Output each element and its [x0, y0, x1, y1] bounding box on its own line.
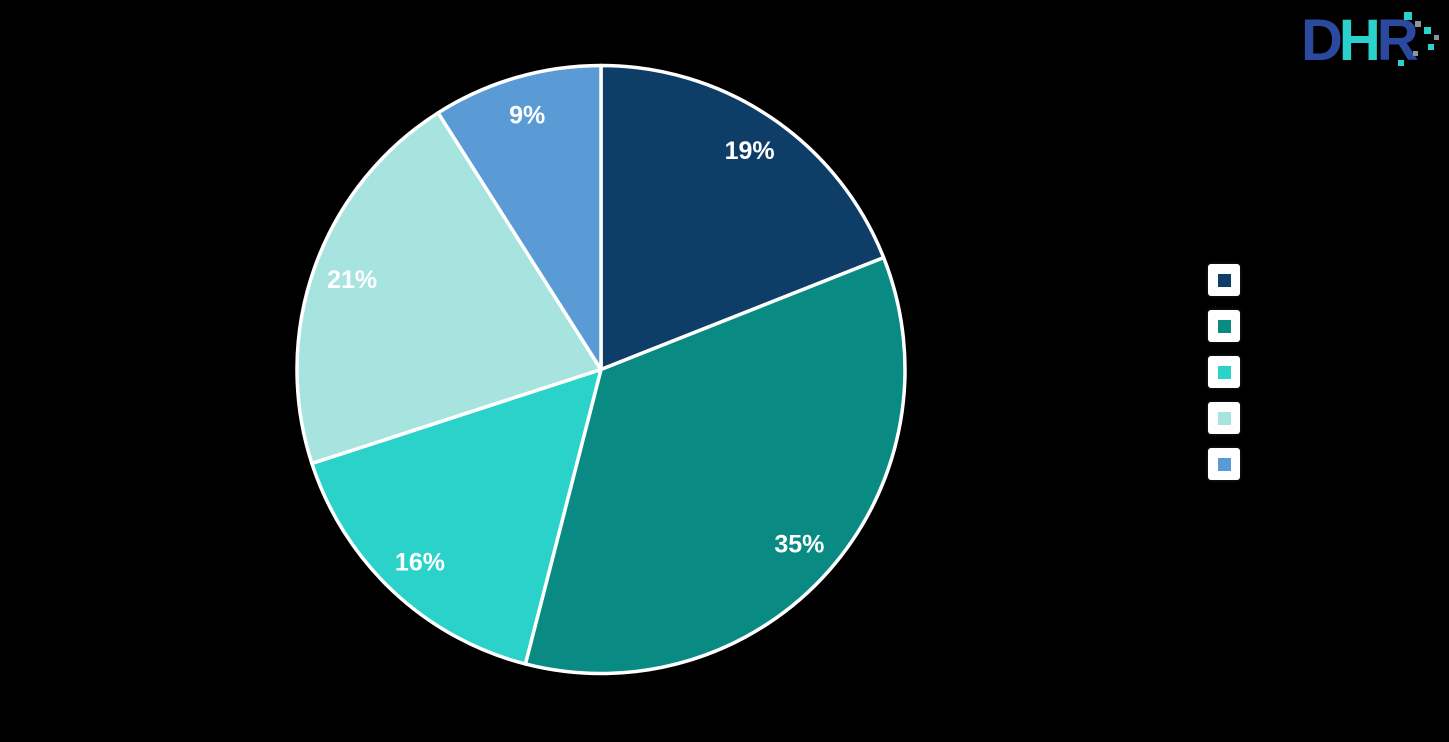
logo-pixel-dot [1398, 60, 1404, 66]
pie-slice-label-0: 19% [725, 137, 775, 165]
legend-swatch-1 [1217, 319, 1231, 333]
logo-pixel-dot [1413, 51, 1418, 56]
legend-item-2 [1208, 356, 1240, 388]
pie-slice-label-2: 16% [395, 548, 445, 576]
pie-slice-3 [295, 111, 603, 466]
legend-swatch-4 [1217, 457, 1231, 471]
pie-slice-4 [436, 63, 603, 372]
legend-swatch-0 [1217, 273, 1231, 287]
legend-item-1 [1208, 310, 1240, 342]
pie-slice-label-3: 21% [327, 266, 377, 294]
dhr-logo: DHR [1301, 8, 1449, 80]
logo-pixel-dot [1404, 12, 1412, 20]
logo-letter-h: H [1338, 8, 1381, 73]
pie-slice-2 [310, 367, 603, 666]
legend-swatch-3 [1217, 411, 1231, 425]
logo-letter-d: D [1301, 8, 1343, 73]
logo-pixel-dot [1428, 44, 1434, 50]
logo-pixel-dot [1434, 35, 1439, 40]
pie-slice-label-4: 9% [509, 102, 545, 130]
legend-swatch-2 [1217, 365, 1231, 379]
logo-text: DHR [1301, 8, 1449, 74]
pie-chart: 19% 35% 16% 21% 9% [295, 63, 907, 676]
logo-pixel-dot [1424, 27, 1431, 34]
pie-slice-label-1: 35% [774, 530, 824, 558]
pie-slice-1 [523, 255, 907, 676]
legend-item-0 [1208, 264, 1240, 296]
legend-item-4 [1208, 448, 1240, 480]
legend-item-3 [1208, 402, 1240, 434]
logo-pixel-dot [1415, 21, 1421, 27]
chart-legend [1208, 264, 1240, 480]
pie-slice-0 [599, 63, 886, 372]
